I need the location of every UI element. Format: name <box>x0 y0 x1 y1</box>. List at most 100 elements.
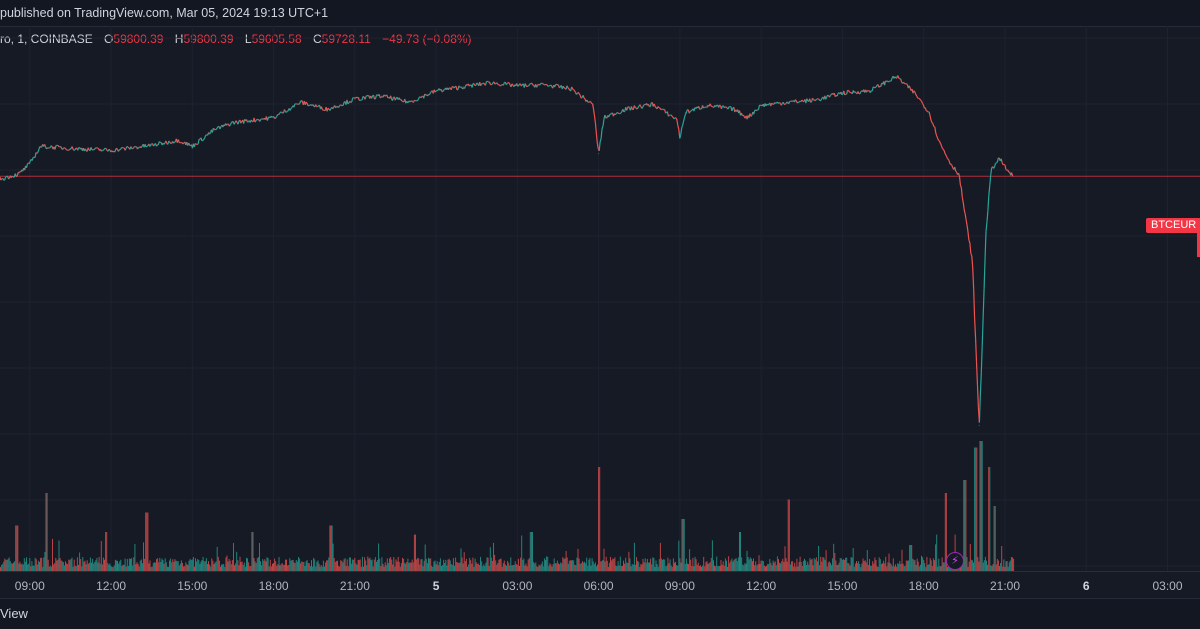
volume-bar <box>1001 546 1002 571</box>
volume-bar <box>493 543 494 571</box>
price-segment <box>183 143 184 144</box>
volume-bar <box>466 559 467 571</box>
volume-bar <box>488 558 489 571</box>
volume-bar <box>376 562 377 571</box>
price-point <box>979 425 980 426</box>
volume-bar <box>988 467 989 571</box>
volume-bar <box>267 557 268 571</box>
volume-bar <box>516 564 517 571</box>
price-point <box>869 90 870 91</box>
volume-bar <box>1013 559 1014 571</box>
price-segment <box>302 100 303 101</box>
volume-bar <box>737 561 738 571</box>
volume-bar <box>29 558 30 571</box>
volume-bar <box>365 560 366 571</box>
volume-bar <box>165 558 166 571</box>
volume-bar <box>739 532 740 571</box>
price-point <box>999 158 1000 159</box>
price-segment <box>330 109 331 111</box>
volume-bar <box>586 558 587 571</box>
volume-bar <box>154 562 155 571</box>
price-segment <box>481 84 482 86</box>
price-segment <box>27 164 28 168</box>
tradingview-brand[interactable]: View <box>0 606 28 621</box>
volume-bar <box>912 559 913 571</box>
volume-bar <box>286 560 287 571</box>
volume-bar <box>734 560 735 571</box>
volume-bar <box>770 563 771 571</box>
price-segment <box>956 171 957 172</box>
price-segment <box>448 88 449 90</box>
volume-bar <box>298 557 299 571</box>
price-segment <box>1 179 2 180</box>
price-segment <box>820 100 821 101</box>
volume-bar <box>833 544 834 571</box>
volume-bar <box>282 563 283 571</box>
price-segment <box>671 115 672 117</box>
volume-bar <box>416 559 417 571</box>
volume-bar <box>222 564 223 571</box>
price-segment <box>267 118 268 121</box>
volume-bar <box>942 557 943 571</box>
volume-bar <box>753 559 754 572</box>
price-segment <box>581 98 582 99</box>
volume-bar <box>347 559 348 571</box>
volume-bar <box>873 564 874 571</box>
volume-bar <box>864 561 865 571</box>
price-segment <box>291 108 292 109</box>
volume-bar <box>436 564 437 571</box>
volume-bar <box>969 562 970 571</box>
volume-bar <box>403 559 404 571</box>
volume-bar <box>448 560 449 571</box>
price-segment <box>203 140 204 141</box>
price-segment <box>88 148 89 150</box>
price-segment <box>674 118 675 119</box>
volume-bar <box>106 532 107 571</box>
price-segment <box>399 98 400 100</box>
price-chart[interactable] <box>0 26 1200 571</box>
volume-bar <box>10 561 11 571</box>
price-segment <box>932 123 933 124</box>
price-segment <box>85 149 86 151</box>
price-point <box>604 117 605 118</box>
volume-bar <box>422 559 423 571</box>
volume-bar <box>844 560 845 571</box>
volume-bar <box>223 564 224 571</box>
volume-bar <box>826 550 827 571</box>
volume-bar <box>203 557 204 571</box>
volume-bar <box>803 561 804 571</box>
price-segment <box>935 127 936 133</box>
volume-bar <box>786 558 787 571</box>
volume-bar <box>134 544 135 571</box>
volume-bar <box>721 560 722 571</box>
price-segment <box>488 82 489 83</box>
price-segment <box>170 142 171 144</box>
volume-bar <box>334 558 335 571</box>
volume-bar <box>561 563 562 571</box>
volume-bar <box>855 564 856 572</box>
volume-bar <box>752 561 753 571</box>
volume-bar <box>87 560 88 571</box>
volume-bar <box>306 561 307 571</box>
volume-bar <box>972 560 973 571</box>
volume-bar <box>547 557 548 571</box>
price-segment <box>197 144 198 145</box>
volume-bar <box>197 559 198 571</box>
volume-bar <box>190 559 191 571</box>
price-segment <box>779 103 780 104</box>
volume-bar <box>417 558 418 571</box>
volume-bar <box>428 558 429 571</box>
volume-bar <box>20 562 21 571</box>
volume-bar <box>272 564 273 571</box>
volume-bar <box>355 563 356 571</box>
price-segment <box>789 101 790 103</box>
volume-bar <box>660 543 661 571</box>
volume-bar <box>981 441 982 571</box>
price-point <box>490 82 491 83</box>
lightning-bolt-icon[interactable]: ⚡ <box>946 552 964 570</box>
price-segment <box>286 111 287 112</box>
price-segment <box>159 142 160 143</box>
volume-bar <box>40 558 41 571</box>
volume-bar <box>26 557 27 571</box>
